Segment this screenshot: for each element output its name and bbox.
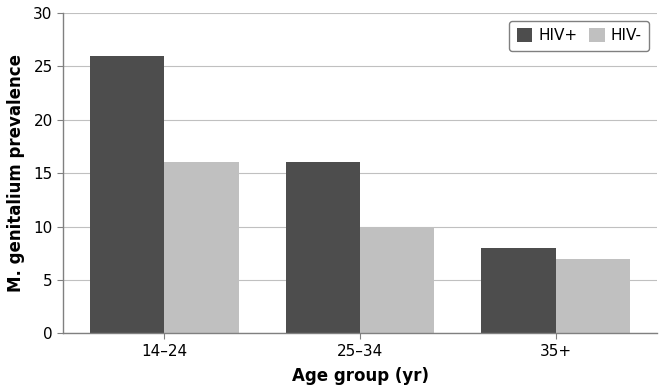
Bar — [481, 248, 556, 333]
Bar — [165, 162, 239, 333]
Bar — [360, 227, 434, 333]
Bar — [90, 56, 165, 333]
Bar — [556, 259, 630, 333]
Bar — [286, 162, 360, 333]
Legend: HIV+, HIV-: HIV+, HIV- — [509, 21, 649, 51]
Y-axis label: M. genitalium prevalence: M. genitalium prevalence — [7, 54, 25, 292]
X-axis label: Age group (yr): Age group (yr) — [291, 367, 428, 385]
